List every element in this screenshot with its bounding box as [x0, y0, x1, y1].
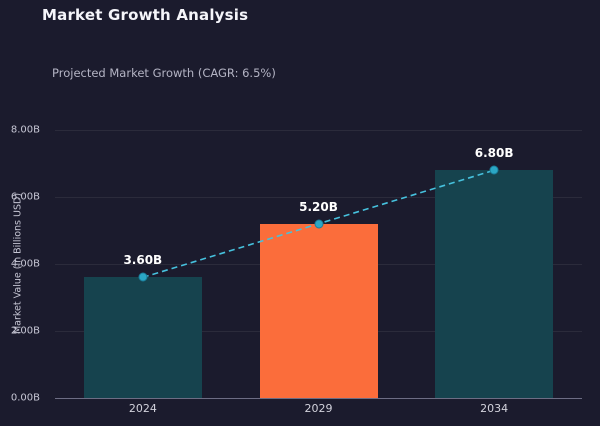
plot-area: 3.60B 5.20B 6.80B: [55, 130, 582, 399]
bar-2034: [435, 170, 554, 398]
y-axis-ticks: 0.00B 2.00B 4.00B 6.00B 8.00B: [0, 125, 44, 404]
bar-2029: [259, 223, 378, 398]
data-point-marker: [138, 272, 148, 282]
x-axis-ticks: 2024 2029 2034: [55, 402, 582, 422]
chart-title: Market Growth Analysis: [42, 6, 249, 24]
y-tick-label: 4.00B: [10, 258, 40, 270]
y-tick-label: 2.00B: [10, 325, 40, 337]
y-tick-label: 8.00B: [10, 124, 40, 136]
gridline: [55, 130, 582, 131]
gridline: [55, 197, 582, 198]
y-tick-label: 6.00B: [10, 191, 40, 203]
y-tick-label: 0.00B: [10, 392, 40, 404]
x-tick-label: 2034: [480, 402, 509, 415]
chart-subtitle: Projected Market Growth (CAGR: 6.5%): [52, 66, 276, 80]
data-point-marker: [489, 165, 499, 175]
value-label: 6.80B: [474, 146, 514, 161]
data-point-marker: [314, 219, 323, 229]
value-label: 3.60B: [123, 253, 163, 268]
x-tick-label: 2024: [128, 402, 157, 415]
bar-2024: [83, 277, 202, 398]
x-tick-label: 2029: [304, 402, 333, 415]
value-label: 5.20B: [299, 199, 338, 214]
